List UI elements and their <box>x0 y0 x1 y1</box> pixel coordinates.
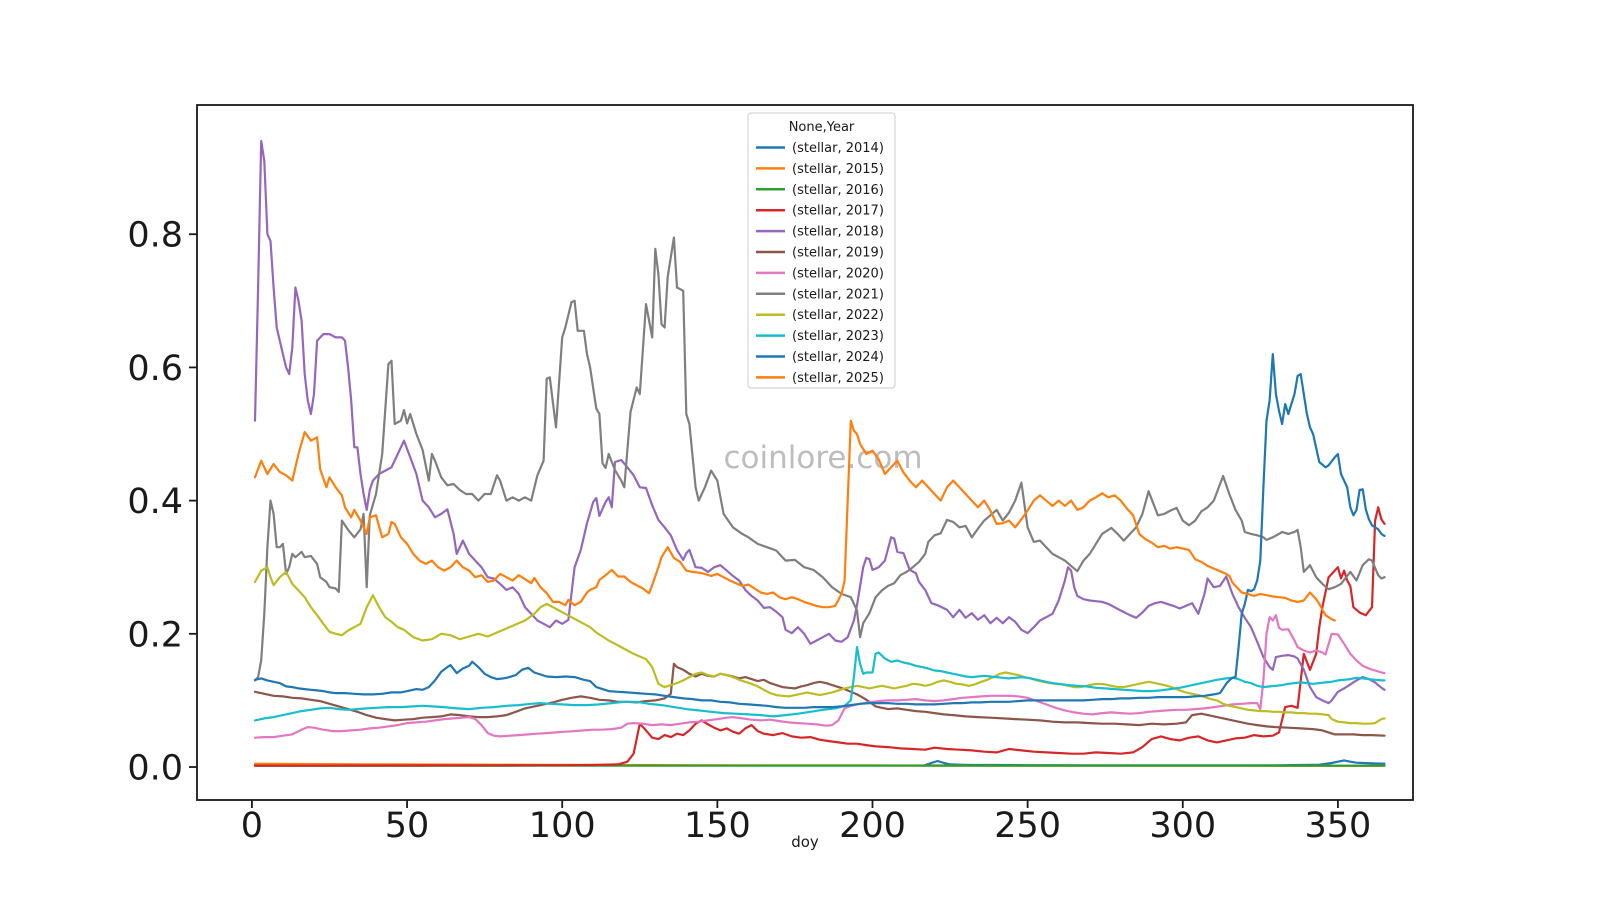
series-line-2024 <box>253 353 1386 709</box>
plot-border <box>196 104 1414 801</box>
legend: None,Year (stellar, 2014) (stellar, 2015) (… <box>747 112 896 389</box>
x-axis: 0 50 100 150 200 250 300 350 doy <box>241 800 1372 851</box>
y-axis-tick-label: 0.0 <box>127 749 183 789</box>
y-axis-tick-label: 0.2 <box>127 615 183 655</box>
legend-entry-label: (stellar, 2025) <box>792 371 884 386</box>
x-axis-tick-label: 300 <box>1149 806 1216 846</box>
legend-entry-label: (stellar, 2014) <box>792 141 884 156</box>
x-axis-label: doy <box>791 833 819 851</box>
series-line-2022 <box>253 566 1386 725</box>
series-line-2017 <box>253 506 1386 767</box>
x-axis-tick-label: 200 <box>839 806 906 846</box>
x-axis-tick-label: 350 <box>1305 806 1372 846</box>
legend-entry-label: (stellar, 2024) <box>792 350 884 365</box>
legend-entry-label: (stellar, 2019) <box>792 246 884 261</box>
legend-entry-label: (stellar, 2015) <box>792 162 884 177</box>
legend-entry-label: (stellar, 2022) <box>792 308 884 323</box>
legend-title: None,Year <box>789 120 855 135</box>
series-line-2019 <box>253 662 1386 737</box>
legend-entry-label: (stellar, 2018) <box>792 225 884 240</box>
y-axis-tick-label: 0.4 <box>127 482 183 522</box>
watermark-text: coinlore.com <box>723 440 922 476</box>
y-axis: 0.0 0.2 0.4 0.6 0.8 <box>127 216 197 789</box>
legend-entry-label: (stellar, 2016) <box>792 183 884 198</box>
legend-entry-label: (stellar, 2021) <box>792 287 884 302</box>
series-line-2023 <box>253 645 1386 722</box>
series-lines-group <box>253 139 1386 767</box>
legend-entry-label: (stellar, 2017) <box>792 204 884 219</box>
y-axis-tick-label: 0.6 <box>127 349 183 389</box>
legend-entry-label: (stellar, 2020) <box>792 266 884 281</box>
series-line-2025 <box>253 419 1336 622</box>
x-axis-tick-label: 150 <box>684 806 751 846</box>
x-axis-tick-label: 250 <box>994 806 1061 846</box>
x-axis-tick-label: 50 <box>385 806 430 846</box>
y-axis-tick-label: 0.8 <box>127 216 183 256</box>
series-line-2021 <box>253 236 1386 682</box>
x-axis-tick-label: 0 <box>241 806 263 846</box>
legend-entry-label: (stellar, 2023) <box>792 329 884 344</box>
legend-box <box>747 112 896 389</box>
x-axis-tick-label: 100 <box>529 806 596 846</box>
